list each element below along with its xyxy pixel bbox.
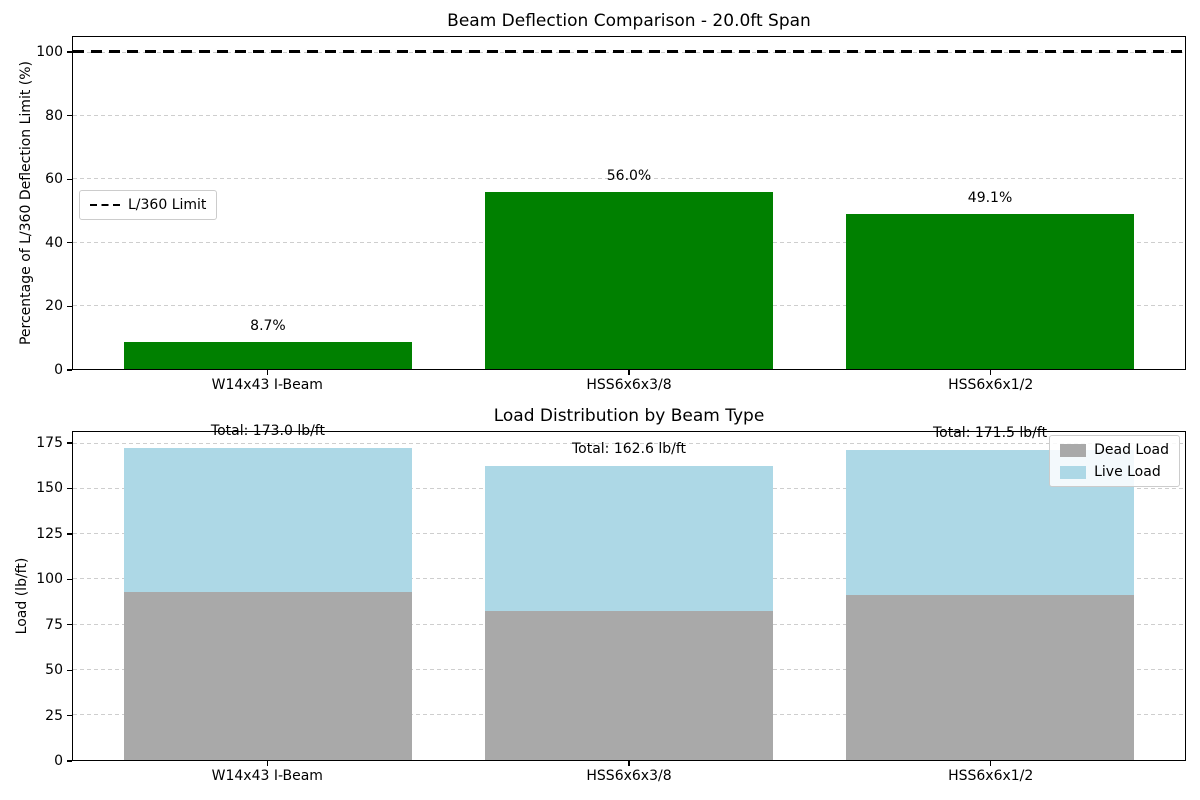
bar-value-label: 56.0% [606,167,652,184]
deflection-bar-2 [845,213,1135,369]
y-tick-label: 60 [45,171,63,188]
x-tick-label: HSS6x6x1/2 [948,768,1034,784]
x-tick-mark [266,370,268,375]
load-chart-axes: Dead Load Live Load Total: 173.0 lb/ft To… [72,423,1186,761]
total-load-label: Total: 171.5 lb/ft [933,425,1048,442]
grid-line-y175 [73,443,1185,445]
y-tick-mark [67,624,72,626]
y-tick-label: 25 [45,707,63,724]
deflection-chart-legend: L/360 Limit [79,190,218,220]
legend-entry-dead-load: Dead Load [1060,442,1169,458]
y-tick-label: 150 [36,480,63,497]
y-tick-mark [67,669,72,671]
legend-label: Dead Load [1094,442,1169,458]
y-tick-mark [67,305,72,308]
load-chart-legend: Dead Load Live Load [1049,435,1180,487]
legend-entry-live-load: Live Load [1060,464,1169,480]
x-tick-label: W14x43 I-Beam [211,768,323,784]
y-tick-mark [67,578,72,581]
legend-entry-l360-limit: L/360 Limit [90,197,206,213]
y-tick-mark [67,369,72,371]
x-tick-mark [990,370,992,375]
load-bar-2-dead-load [845,594,1135,760]
deflection-chart-ylabel: Percentage of L/360 Deflection Limit (%) [18,61,34,346]
y-tick-label: 80 [45,107,63,124]
y-tick-mark [67,533,72,535]
x-tick-mark [266,761,268,766]
load-bar-0-live-load [123,447,413,593]
y-tick-label: 20 [45,298,63,315]
y-tick-mark [67,51,72,53]
y-tick-label: 0 [54,753,63,769]
live-load-swatch [1060,465,1087,479]
x-tick-label: W14x43 I-Beam [211,377,323,393]
y-tick-mark [67,760,72,762]
legend-label: Live Load [1094,464,1161,480]
y-tick-label: 40 [45,234,63,251]
y-tick-label: 100 [36,43,63,60]
legend-label: L/360 Limit [128,197,207,213]
y-tick-mark [67,442,72,444]
deflection-limit-line [73,50,1185,53]
load-bar-1-dead-load [484,610,774,760]
load-bar-1-live-load [484,466,774,611]
x-tick-label: HSS6x6x1/2 [948,377,1034,393]
total-load-label: Total: 162.6 lb/ft [571,441,687,458]
y-tick-mark [67,242,72,244]
bar-value-label: 49.1% [967,189,1013,206]
y-tick-mark [67,178,72,180]
load-chart-title: Load Distribution by Beam Type [493,406,765,426]
y-tick-label: 75 [45,616,63,633]
grid-line-y80 [73,115,1185,117]
x-tick-mark [628,761,630,766]
x-tick-label: HSS6x6x3/8 [586,377,672,393]
deflection-bar-0 [123,341,413,369]
x-tick-mark [990,761,992,766]
dead-load-swatch [1060,443,1087,457]
y-tick-label: 125 [36,525,63,542]
y-tick-label: 100 [36,571,63,588]
y-tick-mark [67,487,72,490]
deflection-bar-1 [484,191,774,369]
load-bar-0-dead-load [123,592,413,760]
x-tick-label: HSS6x6x3/8 [586,768,672,784]
y-tick-mark [67,114,72,117]
grid-line-y60 [73,178,1185,180]
x-tick-mark [628,370,630,375]
total-load-label: Total: 173.0 lb/ft [210,422,325,439]
deflection-chart-axes: L/360 Limit 8.7% 56.0% 49.1% [72,36,1186,370]
dashed-line-swatch [90,203,120,207]
y-tick-label: 50 [45,662,63,679]
y-tick-mark [67,714,72,717]
y-tick-label: 0 [54,362,63,378]
bar-value-label: 8.7% [250,317,286,334]
deflection-chart-title: Beam Deflection Comparison - 20.0ft Span [447,11,811,31]
y-tick-label: 175 [36,435,63,452]
